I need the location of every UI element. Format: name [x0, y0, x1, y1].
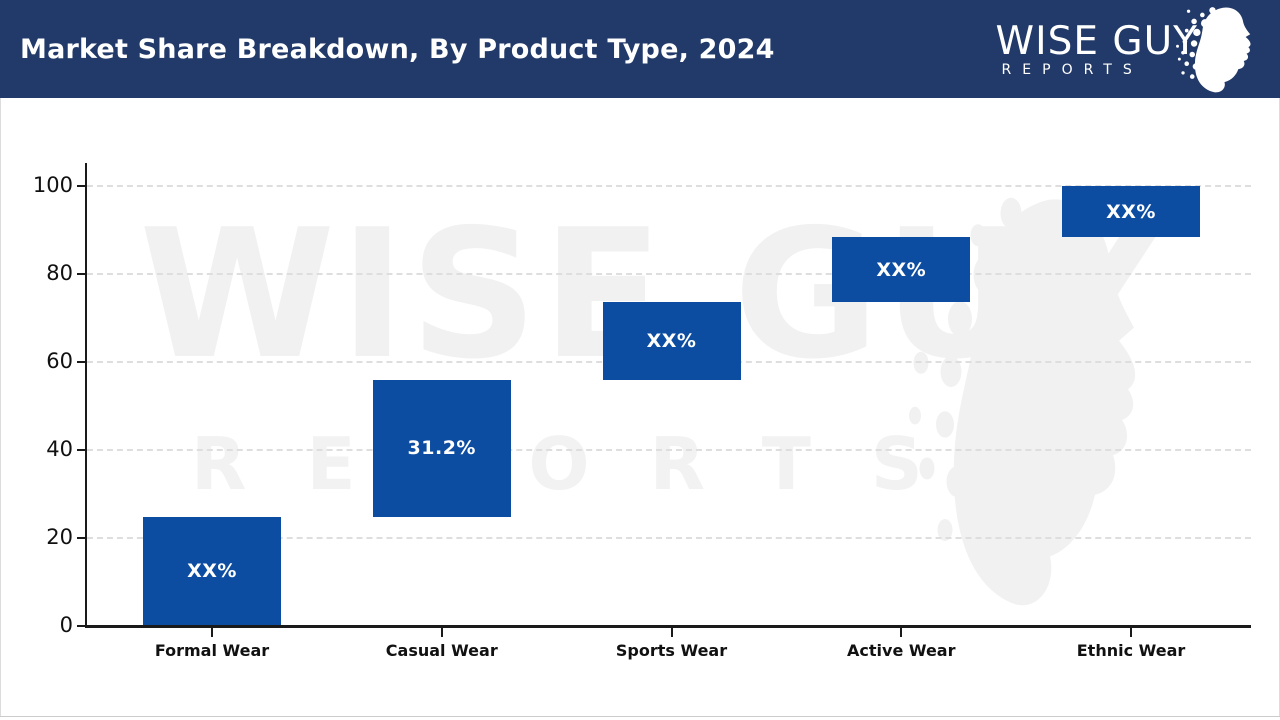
bar-value-label: 31.2%: [407, 437, 476, 460]
x-axis-tick: [211, 628, 213, 637]
y-axis-tick: [77, 273, 86, 275]
y-axis-line: [85, 163, 87, 628]
y-axis-tick-label: 80: [46, 261, 73, 285]
dotted-head-profile-icon: [1176, 7, 1251, 93]
x-axis-tick: [900, 628, 903, 637]
x-axis-label: Formal Wear: [154, 641, 270, 660]
y-axis-tick-label: 40: [46, 437, 73, 461]
y-axis-tick: [77, 449, 86, 451]
gridline: [87, 185, 1251, 187]
gridline: [87, 449, 1251, 451]
x-axis-tick: [1130, 628, 1132, 637]
bar-value-label: XX%: [646, 329, 697, 352]
x-axis-tick: [440, 628, 443, 637]
x-axis-tick: [670, 628, 673, 637]
bar-value-label: XX%: [876, 258, 927, 281]
header-bar: Market Share Breakdown, By Product Type,…: [0, 0, 1280, 98]
bottom-divider: [0, 716, 1280, 717]
logo-wordmark: WISE GUY: [995, 18, 1198, 64]
x-axis-label: Active Wear: [847, 641, 956, 660]
bar-value-label: XX%: [187, 560, 237, 583]
bar-value-label: XX%: [1106, 200, 1156, 223]
gridline: [87, 273, 1251, 275]
bar-ethnic-wear: XX%: [1062, 186, 1200, 238]
y-axis-tick: [77, 361, 86, 363]
logo-text: WISE GUY REPORTS: [996, 22, 1198, 77]
bar-formal-wear: XX%: [143, 516, 281, 626]
logo-subtitle: REPORTS: [1001, 61, 1143, 78]
y-axis-tick: [77, 625, 86, 627]
chart-title: Market Share Breakdown, By Product Type,…: [20, 33, 775, 65]
y-axis-tick-label: 100: [32, 173, 73, 197]
y-axis-tick: [77, 185, 86, 187]
y-axis-tick-label: 20: [46, 525, 73, 549]
wise-guy-logo: WISE GUY REPORTS: [996, 3, 1280, 95]
y-axis-tick: [77, 537, 86, 539]
bar-active-wear: XX%: [832, 237, 971, 302]
y-axis-tick-label: 60: [46, 349, 73, 373]
bar-casual-wear: 31.2%: [372, 379, 511, 517]
y-axis-tick-label: 0: [59, 613, 73, 637]
bar-sports-wear: XX%: [602, 301, 741, 380]
x-axis-label: Casual Wear: [385, 641, 498, 660]
chart-area: WISE GUY REPORTS 0 20 40 60 80 100 XX% Formal W…: [0, 98, 1280, 716]
x-axis-label: Ethnic Wear: [1076, 641, 1186, 660]
x-axis-line: [85, 625, 1251, 628]
x-axis-label: Sports Wear: [615, 641, 728, 660]
gridline: [87, 537, 1251, 539]
